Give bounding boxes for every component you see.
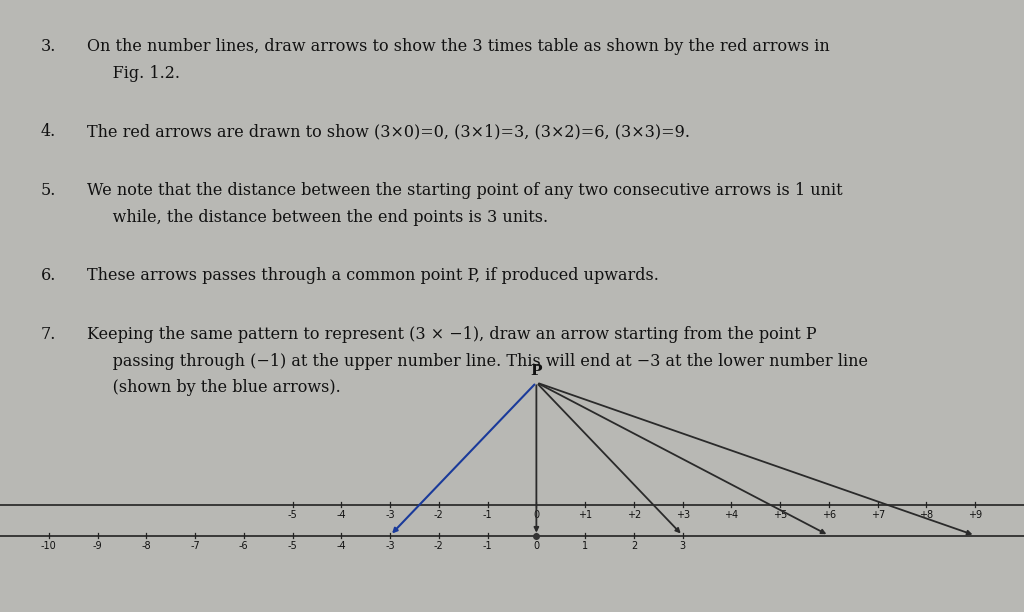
Text: On the number lines, draw arrows to show the 3 times table as shown by the red a: On the number lines, draw arrows to show… <box>87 38 829 55</box>
Text: +6: +6 <box>822 510 836 520</box>
Text: -3: -3 <box>385 510 395 520</box>
Text: Fig. 1.2.: Fig. 1.2. <box>87 64 180 81</box>
Text: +2: +2 <box>627 510 641 520</box>
Text: 2: 2 <box>631 541 637 551</box>
Text: -1: -1 <box>482 510 493 520</box>
Text: -4: -4 <box>337 541 346 551</box>
Text: 4.: 4. <box>41 123 56 140</box>
Text: 0: 0 <box>534 541 540 551</box>
Text: 7.: 7. <box>41 326 56 343</box>
Text: The red arrows are drawn to show (3×0)=0, (3×1)=3, (3×2)=6, (3×3)=9.: The red arrows are drawn to show (3×0)=0… <box>87 123 690 140</box>
Text: Keeping the same pattern to represent (3 × −1), draw an arrow starting from the : Keeping the same pattern to represent (3… <box>87 326 817 343</box>
Text: 3: 3 <box>680 541 686 551</box>
Text: while, the distance between the end points is 3 units.: while, the distance between the end poin… <box>87 209 548 226</box>
Text: +8: +8 <box>920 510 934 520</box>
Text: -2: -2 <box>434 541 443 551</box>
Text: -3: -3 <box>385 541 395 551</box>
Text: +7: +7 <box>870 510 885 520</box>
Text: 5.: 5. <box>41 182 56 199</box>
Text: -9: -9 <box>93 541 102 551</box>
Text: -5: -5 <box>288 510 297 520</box>
Text: passing through (−1) at the upper number line. This will end at −3 at the lower : passing through (−1) at the upper number… <box>87 353 868 370</box>
Text: +5: +5 <box>773 510 787 520</box>
Text: These arrows passes through a common point P, if produced upwards.: These arrows passes through a common poi… <box>87 267 658 285</box>
Text: P: P <box>530 364 542 378</box>
Text: -1: -1 <box>482 541 493 551</box>
Text: +1: +1 <box>579 510 592 520</box>
Text: We note that the distance between the starting point of any two consecutive arro: We note that the distance between the st… <box>87 182 843 199</box>
Text: 3.: 3. <box>41 38 56 55</box>
Text: -6: -6 <box>239 541 249 551</box>
Text: 1: 1 <box>582 541 588 551</box>
Text: -7: -7 <box>190 541 200 551</box>
Text: 6.: 6. <box>41 267 56 285</box>
Text: -2: -2 <box>434 510 443 520</box>
Text: -5: -5 <box>288 541 297 551</box>
Text: -10: -10 <box>41 541 56 551</box>
Text: -4: -4 <box>337 510 346 520</box>
Text: +3: +3 <box>676 510 690 520</box>
Text: (shown by the blue arrows).: (shown by the blue arrows). <box>87 379 341 396</box>
Text: -8: -8 <box>141 541 152 551</box>
Text: +4: +4 <box>724 510 738 520</box>
Text: +9: +9 <box>968 510 982 520</box>
Text: 0: 0 <box>534 510 540 520</box>
